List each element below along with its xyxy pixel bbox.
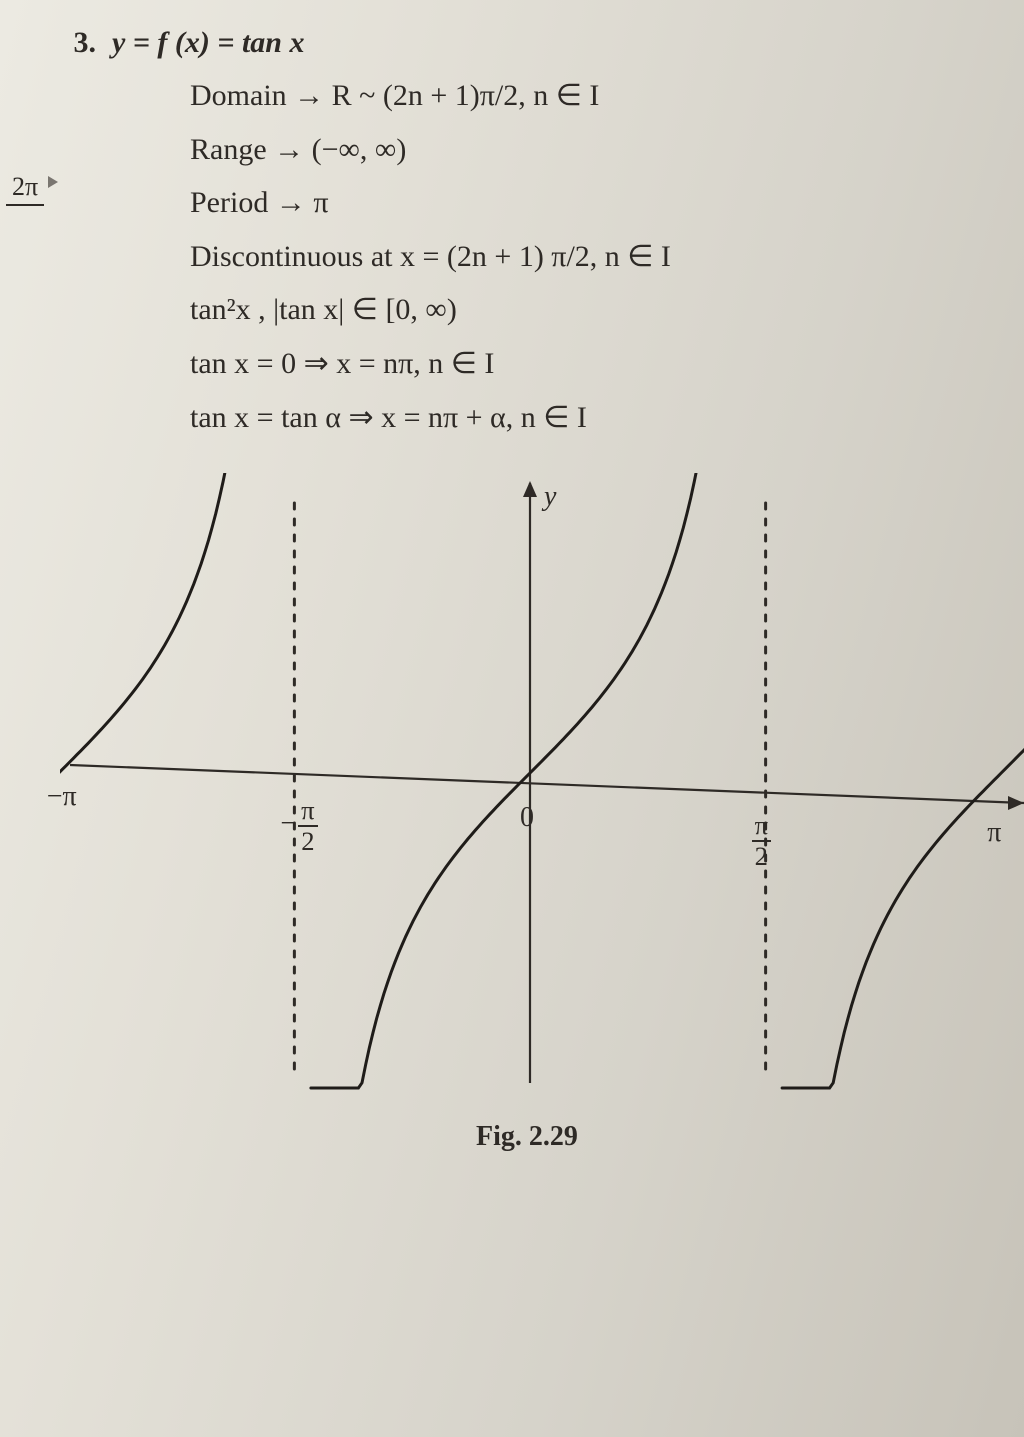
tan-graph-svg: [60, 473, 1024, 1113]
line-tan-alpha: tan x = tan α ⇒ x = nπ + α, n ∈ I: [190, 392, 994, 444]
line-discontinuous: Discontinuous at x = (2n + 1) π/2, n ∈ I: [190, 231, 994, 283]
line-tan-squared-abs: tan²x , |tan x| ∈ [0, ∞): [190, 284, 994, 336]
item-number: 3.: [60, 26, 96, 60]
item-row: 3. y = f (x) = tan x: [60, 26, 994, 60]
range-text: Range → (−∞, ∞): [190, 133, 406, 166]
period-text: Period → π: [190, 186, 328, 219]
line-tan-zero: tan x = 0 ⇒ x = nπ, n ∈ I: [190, 338, 994, 390]
y-axis-label: y: [544, 481, 556, 513]
line-period: Period → π: [190, 177, 994, 229]
line-range: Range → (−∞, ∞): [190, 124, 994, 176]
properties-block: Domain → R ~ (2n + 1)π/2, n ∈ I Range → …: [190, 70, 994, 443]
sqabs-text: tan²x , |tan x| ∈ [0, ∞): [190, 293, 457, 326]
figure-caption: Fig. 2.29: [60, 1121, 994, 1153]
discont-text: Discontinuous at x = (2n + 1) π/2, n ∈ I: [190, 240, 671, 273]
line-domain: Domain → R ~ (2n + 1)π/2, n ∈ I: [190, 70, 994, 122]
heading-text: y = f (x) = tan x: [112, 26, 305, 59]
domain-text: Domain → R ~ (2n + 1)π/2, n ∈ I: [190, 79, 599, 112]
caption-text: Fig. 2.29: [476, 1121, 578, 1152]
page: 2π 3. y = f (x) = tan x Domain → R ~ (2n…: [0, 0, 1024, 1437]
zero-text: tan x = 0 ⇒ x = nπ, n ∈ I: [190, 347, 494, 380]
item-heading: y = f (x) = tan x: [112, 26, 305, 60]
margin-2pi-text: 2π: [12, 172, 38, 201]
margin-2pi-label: 2π: [6, 170, 44, 206]
eq-text: tan x = tan α ⇒ x = nπ + α, n ∈ I: [190, 401, 587, 434]
tan-graph-figure: −3π2−π−π20π2π3π2 y: [60, 473, 1024, 1113]
